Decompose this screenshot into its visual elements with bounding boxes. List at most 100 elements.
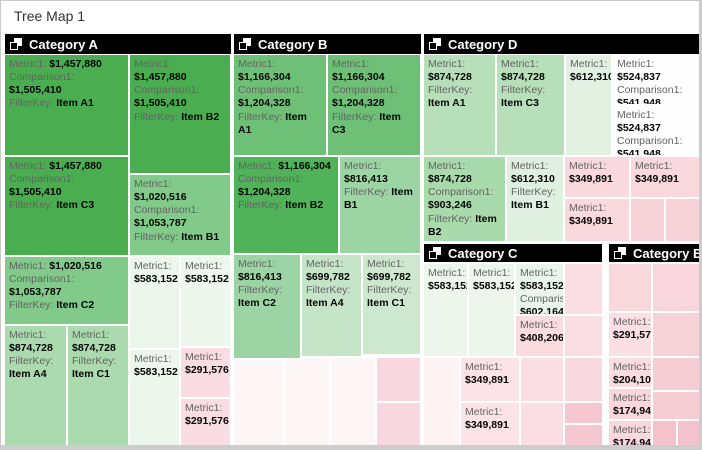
cell-field-value: Item C3 xyxy=(501,97,539,110)
treemap-cell[interactable] xyxy=(424,358,459,445)
treemap-cell[interactable] xyxy=(653,313,699,356)
treemap-cell[interactable]: Metric1: $583,152 xyxy=(181,257,230,346)
cell-field-label: Metric1: xyxy=(613,361,651,373)
treemap-cell[interactable]: Metric1: $291,576 xyxy=(181,399,230,445)
treemap-cell[interactable]: Metric1: $349,891 xyxy=(565,157,629,197)
treemap-cell[interactable] xyxy=(609,264,651,311)
treemap-cell[interactable]: Metric1: $874,728 FilterKey: Item C1 xyxy=(68,326,128,445)
treemap-cell[interactable] xyxy=(565,403,602,423)
treemap-cell[interactable]: Metric1: $1,166,304 Comparison1: $1,204,3… xyxy=(328,55,420,155)
cell-field-label: Metric1: xyxy=(635,160,673,172)
treemap-cell[interactable]: Metric1: $349,891 xyxy=(631,157,699,197)
treemap-cell[interactable] xyxy=(521,358,563,401)
cell-field-value: Item A1 xyxy=(428,97,466,110)
treemap-cell[interactable] xyxy=(234,360,283,445)
treemap-cell[interactable]: Metric1: $1,166,304 Comparison1: $1,204,3… xyxy=(234,55,326,155)
cell-field-label: Comparison1: xyxy=(238,173,304,186)
treemap-cell[interactable]: Metric1: $816,413 FilterKey: Item B1 xyxy=(340,157,420,253)
group-header-category-b[interactable]: Category B xyxy=(234,34,421,54)
treemap-cell[interactable]: Metric1: $1,457,880 Comparison1: $1,505,4… xyxy=(130,55,230,173)
group-header-category-d[interactable]: Category D xyxy=(424,34,699,54)
group-header-category-a[interactable]: Category A xyxy=(5,34,231,54)
treemap-cell[interactable]: Metric1: $1,020,516 Comparison1: $1,053,7… xyxy=(130,175,230,255)
cell-field-value: $874,728 xyxy=(428,71,472,84)
treemap-cell[interactable]: Metric1: $583,152Comparison1: $602,164 xyxy=(516,264,563,314)
treemap-cell[interactable]: Metric1: $583,152 xyxy=(469,264,514,356)
treemap-cell[interactable]: Metric1: $349,891 xyxy=(565,199,629,241)
treemap-cell[interactable]: Metric1: $204,103 xyxy=(609,358,651,387)
treemap-cell[interactable]: Metric1: $524,837 Comparison1: $541,948 xyxy=(613,55,699,104)
treemap-cell[interactable]: Metric1: $874,728 Comparison1: $903,246 Fi… xyxy=(424,157,505,241)
treemap-cell[interactable]: Metric1: $874,728 FilterKey: Item A4 xyxy=(5,326,66,445)
treemap-cell[interactable] xyxy=(653,358,699,390)
treemap-cell[interactable] xyxy=(653,392,699,419)
group-header-label: Category A xyxy=(29,36,98,52)
cell-field-value: $1,457,880 xyxy=(134,71,187,84)
treemap-cell[interactable]: Metric1: $612,310 xyxy=(566,55,611,155)
treemap-cell[interactable] xyxy=(377,403,420,445)
treemap-cell[interactable]: Metric1: $174,946 xyxy=(609,389,651,419)
cell-field-label: Metric1: xyxy=(185,402,223,414)
cell-field-label: Metric1: xyxy=(465,361,503,373)
treemap-cell[interactable] xyxy=(653,264,699,311)
cell-field-label: FilterKey: xyxy=(238,284,283,297)
treemap-cell[interactable]: Metric1: $1,020,516 Comparison1: $1,053,7… xyxy=(5,257,128,324)
layers-icon xyxy=(239,38,252,50)
treemap-cell[interactable]: Metric1: $583,152 xyxy=(130,350,179,445)
treemap-cell[interactable] xyxy=(565,425,602,445)
cell-field-label: Metric1: xyxy=(511,160,549,172)
cell-field-value: $583,152 xyxy=(134,273,178,286)
cell-field-value: $583,152 xyxy=(428,280,467,293)
treemap-cell[interactable] xyxy=(331,358,375,445)
treemap-cell[interactable] xyxy=(678,421,699,445)
treemap-cell[interactable]: Metric1: $524,837 Comparison1: $541,948 xyxy=(613,106,699,155)
treemap-cell[interactable] xyxy=(565,316,602,356)
treemap-cell[interactable]: Metric1: $583,152 xyxy=(424,264,467,356)
treemap-cell[interactable]: Metric1: $699,782 FilterKey: Item C1 xyxy=(363,255,420,354)
treemap-cell[interactable]: Metric1: $1,166,304 Comparison1: $1,204,3… xyxy=(234,157,338,253)
cell-field-value: $699,782 xyxy=(367,271,411,284)
treemap-cell[interactable]: Metric1: $816,413 FilterKey: Item C2 xyxy=(234,255,300,358)
treemap-cell[interactable] xyxy=(565,264,602,314)
treemap-cell[interactable]: Metric1: $408,206 xyxy=(516,316,563,356)
cell-field-value: $1,166,304 xyxy=(332,71,385,84)
treemap-cell[interactable]: Metric1: $874,728 FilterKey: Item A1 xyxy=(424,55,495,155)
treemap-cell[interactable]: Metric1: $174,946 xyxy=(609,421,651,445)
cell-field-label: FilterKey: xyxy=(9,299,57,312)
group-header-category-e[interactable]: Category E xyxy=(609,244,699,262)
cell-field-value: $408,206 xyxy=(520,332,563,345)
treemap-cell[interactable]: Metric1: $291,576 xyxy=(181,348,230,397)
cell-field-label: Comparison1: xyxy=(9,71,75,84)
treemap-cell[interactable]: Metric1: $612,310 FilterKey: Item B1 xyxy=(507,157,563,241)
treemap-cell[interactable] xyxy=(521,403,563,445)
cell-field-value: $349,891 xyxy=(465,374,509,387)
cell-field-label: Comparison1: xyxy=(134,84,200,97)
group-header-category-c[interactable]: Category C xyxy=(424,244,602,262)
cell-field-label: Metric1: xyxy=(9,260,50,272)
treemap-cell[interactable] xyxy=(565,358,602,401)
treemap-cell[interactable]: Metric1: $874,728 FilterKey: Item C3 xyxy=(497,55,564,155)
cell-field-value: $349,891 xyxy=(635,173,679,186)
treemap-cell[interactable]: Metric1: $1,457,880 Comparison1: $1,505,4… xyxy=(5,55,128,155)
treemap-cell[interactable]: Metric1: $699,782 FilterKey: Item A4 xyxy=(302,255,361,356)
cell-field-label: Metric1: xyxy=(344,160,382,172)
cell-field-value: $1,457,880 xyxy=(49,58,102,70)
group-header-label: Category B xyxy=(258,36,328,52)
treemap-cell[interactable]: Metric1: $349,891 xyxy=(461,403,519,445)
treemap-cell[interactable]: Metric1: $349,891 xyxy=(461,358,519,401)
treemap-cell[interactable] xyxy=(666,199,699,241)
treemap-cell[interactable]: Metric1: $583,152 xyxy=(130,257,179,348)
treemap-cell[interactable] xyxy=(377,358,420,401)
treemap-cell[interactable]: Metric1: $291,576 xyxy=(609,313,651,356)
treemap-cell[interactable] xyxy=(285,359,329,445)
treemap-cell[interactable] xyxy=(631,199,664,241)
cell-field-value: $602,164 xyxy=(520,306,563,314)
layers-icon xyxy=(429,247,442,259)
cell-field-value: $291,576 xyxy=(185,364,229,377)
treemap-cell[interactable]: Metric1: $1,457,880 Comparison1: $1,505,4… xyxy=(5,157,128,255)
cell-field-label: FilterKey: xyxy=(511,186,556,199)
cell-field-label: FilterKey: xyxy=(9,355,54,368)
cell-field-label: FilterKey: xyxy=(344,186,392,199)
treemap-cell[interactable] xyxy=(653,421,676,445)
